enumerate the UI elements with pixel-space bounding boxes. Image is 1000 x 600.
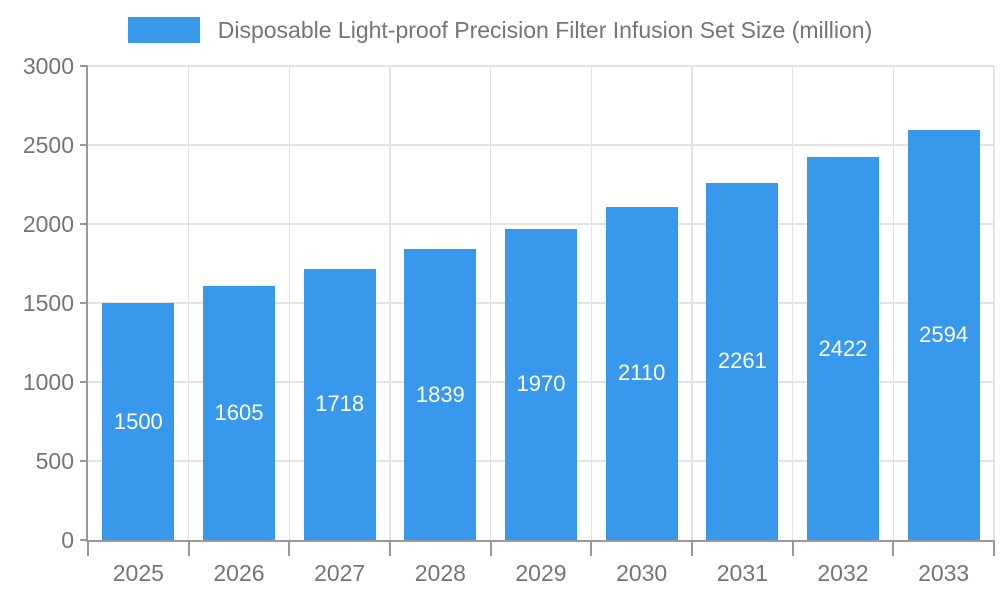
bar-value-label: 1839 [415, 381, 465, 407]
y-axis-tick [80, 302, 88, 304]
bar-value-label: 2261 [717, 348, 767, 374]
x-axis-tick [389, 540, 391, 556]
bar-value-label: 2110 [618, 360, 666, 386]
x-axis-tick [489, 540, 492, 556]
h-gridline [88, 65, 994, 67]
x-axis-tick [892, 540, 895, 556]
bar[interactable]: 1605 [203, 286, 275, 540]
x-axis-tick [993, 540, 995, 556]
bar-value-label: 2594 [919, 322, 969, 348]
x-axis-label: 2031 [716, 560, 768, 586]
bar[interactable]: 2261 [706, 182, 779, 540]
v-gridline [892, 66, 895, 540]
x-axis-tick [791, 540, 794, 556]
x-axis-line [86, 540, 994, 542]
v-gridline [489, 66, 492, 540]
y-axis-tick [80, 539, 88, 541]
x-axis-label: 2027 [314, 560, 366, 586]
x-axis-label: 2026 [213, 560, 265, 586]
h-gridline [88, 223, 994, 225]
y-axis-label: 2000 [22, 211, 74, 237]
x-axis-label: 2033 [918, 560, 970, 586]
v-gridline [389, 66, 391, 540]
y-axis-tick [80, 223, 88, 225]
y-axis-tick [80, 381, 88, 383]
y-axis-tick [80, 460, 88, 462]
x-axis-label: 2025 [112, 560, 164, 586]
x-axis-tick [187, 540, 190, 556]
y-axis-label: 0 [61, 527, 74, 553]
x-axis-tick [691, 540, 693, 556]
y-axis-label: 3000 [22, 53, 74, 79]
x-axis-label: 2029 [515, 560, 567, 586]
v-gridline [791, 66, 794, 540]
v-gridline [187, 66, 190, 540]
x-axis-tick [87, 540, 89, 556]
bar[interactable]: 2110 [605, 206, 678, 540]
bar[interactable]: 1718 [303, 268, 376, 540]
bar[interactable]: 1500 [102, 303, 175, 540]
bar-value-label: 1500 [113, 408, 163, 434]
x-axis-tick [288, 540, 291, 556]
bar-value-label: 2422 [818, 335, 868, 361]
y-axis-label: 1500 [22, 290, 74, 316]
y-axis-tick [80, 65, 88, 67]
x-axis-tick [590, 540, 593, 556]
bar[interactable]: 2594 [907, 130, 980, 540]
h-gridline [88, 144, 994, 146]
v-gridline [288, 66, 291, 540]
bar-value-label: 1605 [214, 400, 264, 426]
x-axis-label: 2028 [414, 560, 466, 586]
legend-label: Disposable Light-proof Precision Filter … [217, 17, 873, 43]
legend-swatch[interactable] [127, 17, 200, 43]
bar-value-label: 1970 [516, 371, 566, 397]
legend[interactable]: Disposable Light-proof Precision Filter … [0, 17, 1000, 43]
y-axis-label: 1000 [22, 369, 74, 395]
bar-value-label: 1718 [315, 391, 365, 417]
bar[interactable]: 1839 [404, 249, 477, 540]
bar[interactable]: 2422 [807, 157, 879, 540]
v-gridline [590, 66, 593, 540]
y-axis-tick [80, 144, 88, 146]
y-axis-label: 2500 [22, 132, 74, 158]
y-axis-label: 500 [35, 448, 74, 474]
y-axis-line [86, 66, 88, 542]
x-axis-label: 2032 [817, 560, 869, 586]
x-axis-label: 2030 [616, 560, 668, 586]
v-gridline [993, 66, 995, 540]
bar[interactable]: 1970 [505, 228, 577, 540]
v-gridline [691, 66, 693, 540]
